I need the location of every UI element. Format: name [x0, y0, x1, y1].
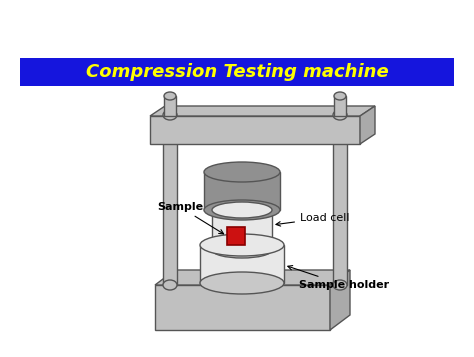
Polygon shape — [150, 106, 375, 116]
Ellipse shape — [204, 200, 280, 220]
Bar — [163, 115, 177, 285]
Ellipse shape — [334, 92, 346, 100]
Ellipse shape — [163, 280, 177, 290]
Ellipse shape — [212, 242, 272, 258]
Text: Compression Testing machine: Compression Testing machine — [86, 63, 388, 81]
Ellipse shape — [204, 162, 280, 182]
Polygon shape — [155, 270, 350, 285]
Ellipse shape — [163, 110, 177, 120]
Bar — [204, 172, 280, 210]
Bar — [200, 245, 284, 283]
Ellipse shape — [200, 272, 284, 294]
Bar — [155, 285, 330, 330]
Bar — [164, 96, 176, 116]
Text: Sample: Sample — [157, 202, 224, 234]
Bar — [212, 210, 272, 250]
Polygon shape — [360, 106, 375, 144]
Text: Sample holder: Sample holder — [288, 266, 389, 290]
Ellipse shape — [333, 280, 347, 290]
Text: Load cell: Load cell — [276, 213, 349, 226]
Polygon shape — [330, 270, 350, 330]
Ellipse shape — [164, 92, 176, 100]
Bar — [150, 116, 360, 144]
Bar — [227, 227, 245, 245]
Ellipse shape — [200, 234, 284, 256]
Bar — [20, 58, 454, 86]
Ellipse shape — [212, 202, 272, 218]
Bar — [334, 96, 346, 116]
Ellipse shape — [333, 110, 347, 120]
Bar — [333, 115, 347, 285]
